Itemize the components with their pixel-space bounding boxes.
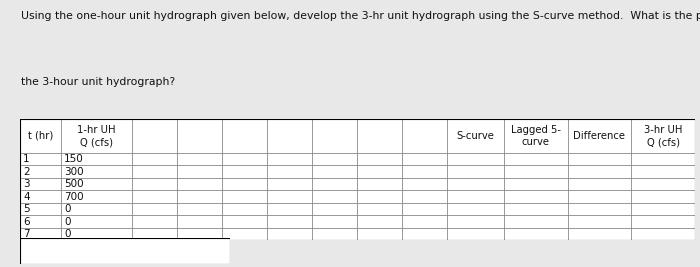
Text: 150: 150 [64, 154, 84, 164]
Text: t (hr): t (hr) [27, 131, 53, 141]
Text: 300: 300 [64, 167, 84, 176]
Text: 1: 1 [23, 154, 29, 164]
Text: 500: 500 [64, 179, 84, 189]
Text: 700: 700 [64, 191, 84, 202]
Text: Difference: Difference [573, 131, 625, 141]
Text: the 3-hour unit hydrograph?: the 3-hour unit hydrograph? [21, 77, 175, 87]
Text: 2: 2 [23, 167, 29, 176]
Text: Using the one-hour unit hydrograph given below, develop the 3-hr unit hydrograph: Using the one-hour unit hydrograph given… [21, 11, 700, 21]
Text: 4: 4 [23, 191, 29, 202]
Text: 7: 7 [23, 229, 29, 239]
Text: Lagged 5-
curve: Lagged 5- curve [510, 125, 561, 147]
Text: 3-hr UH
Q (cfs): 3-hr UH Q (cfs) [644, 125, 682, 147]
Text: 1-hr UH
Q (cfs): 1-hr UH Q (cfs) [77, 125, 116, 147]
Text: 5: 5 [23, 204, 29, 214]
Text: 6: 6 [23, 217, 29, 227]
Text: 3: 3 [23, 179, 29, 189]
Text: 0: 0 [64, 217, 71, 227]
Text: 0: 0 [64, 204, 71, 214]
Text: S-curve: S-curve [456, 131, 494, 141]
Text: 0: 0 [64, 229, 71, 239]
